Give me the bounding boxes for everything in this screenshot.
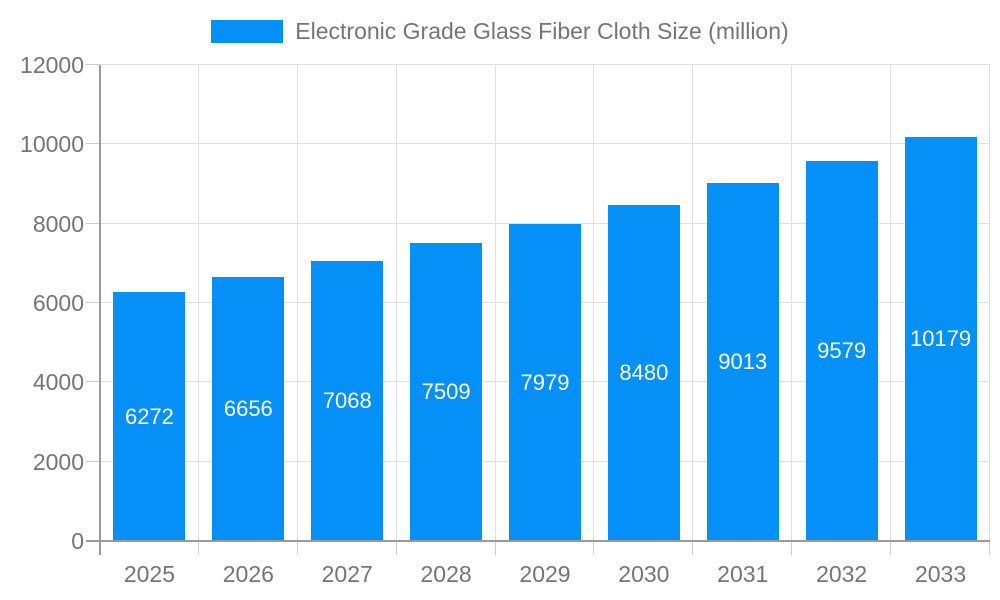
y-tick-label: 4000 bbox=[32, 369, 84, 396]
y-axis-line bbox=[99, 65, 101, 555]
y-axis-tick bbox=[86, 381, 100, 383]
x-axis-tick bbox=[890, 541, 892, 555]
y-axis-tick bbox=[86, 64, 100, 65]
bar-2026 bbox=[212, 276, 285, 541]
y-tick-label: 12000 bbox=[20, 52, 84, 78]
bar-value-label: 7068 bbox=[322, 387, 372, 413]
y-tick-label: 6000 bbox=[32, 290, 84, 316]
x-tick-label: 2028 bbox=[420, 561, 472, 587]
x-tick-label: 2025 bbox=[123, 561, 176, 587]
x-axis-tick bbox=[296, 541, 298, 555]
bar-2031 bbox=[706, 183, 779, 541]
bar-value-label: 6656 bbox=[223, 395, 273, 421]
x-axis-tick bbox=[395, 541, 397, 555]
bar-2030 bbox=[607, 204, 680, 541]
x-tick-label: 2031 bbox=[717, 561, 769, 587]
bar-value-label: 8480 bbox=[619, 359, 669, 385]
x-axis-tick bbox=[791, 541, 793, 555]
legend: Electronic Grade Glass Fiber Cloth Size … bbox=[0, 18, 1000, 44]
gridline-vertical bbox=[791, 65, 793, 541]
bar-2029 bbox=[509, 224, 581, 541]
gridline-horizontal bbox=[100, 222, 990, 224]
bar-2028 bbox=[410, 243, 483, 541]
gridline-horizontal bbox=[100, 64, 990, 65]
y-tick-label: 8000 bbox=[32, 210, 84, 237]
gridline-vertical bbox=[989, 65, 990, 541]
x-tick-label: 2030 bbox=[618, 561, 670, 587]
y-axis-tick bbox=[86, 460, 100, 462]
x-tick-label: 2026 bbox=[222, 561, 274, 587]
bar-value-label: 7979 bbox=[520, 369, 570, 395]
y-tick-label: 10000 bbox=[20, 131, 84, 158]
gridline-horizontal bbox=[100, 143, 990, 145]
x-axis-tick bbox=[197, 541, 199, 555]
bar-2027 bbox=[311, 260, 384, 541]
legend-swatch bbox=[211, 19, 284, 43]
gridline-vertical bbox=[494, 65, 496, 541]
gridline-vertical bbox=[593, 65, 595, 541]
y-tick-label: 0 bbox=[71, 528, 84, 554]
y-axis-tick bbox=[86, 143, 100, 145]
bar-value-label: 9013 bbox=[718, 349, 768, 375]
gridline-vertical bbox=[890, 65, 892, 541]
x-axis-tick bbox=[593, 541, 595, 555]
bar-value-label: 9579 bbox=[817, 338, 867, 364]
x-tick-label: 2027 bbox=[321, 561, 373, 587]
gridline-vertical bbox=[197, 65, 199, 541]
bar-2025 bbox=[113, 292, 186, 541]
y-tick-label: 2000 bbox=[32, 448, 84, 475]
bar-2033 bbox=[904, 137, 977, 541]
bar-value-label: 6272 bbox=[124, 403, 174, 429]
bar-value-label: 10179 bbox=[909, 326, 972, 352]
x-axis-tick bbox=[692, 541, 694, 555]
y-axis-tick bbox=[86, 222, 100, 224]
gridline-vertical bbox=[296, 65, 298, 541]
gridline-vertical bbox=[395, 65, 397, 541]
bar-value-label: 7509 bbox=[421, 379, 471, 405]
x-axis-tick bbox=[989, 541, 990, 555]
bar-2032 bbox=[805, 161, 878, 541]
y-axis-tick bbox=[86, 302, 100, 303]
x-axis-tick bbox=[494, 541, 496, 555]
x-tick-label: 2033 bbox=[914, 561, 967, 587]
x-tick-label: 2029 bbox=[519, 561, 571, 587]
x-axis-line bbox=[86, 540, 990, 542]
gridline-vertical bbox=[692, 65, 694, 541]
legend-label: Electronic Grade Glass Fiber Cloth Size … bbox=[295, 18, 789, 44]
x-tick-label: 2032 bbox=[816, 561, 868, 587]
